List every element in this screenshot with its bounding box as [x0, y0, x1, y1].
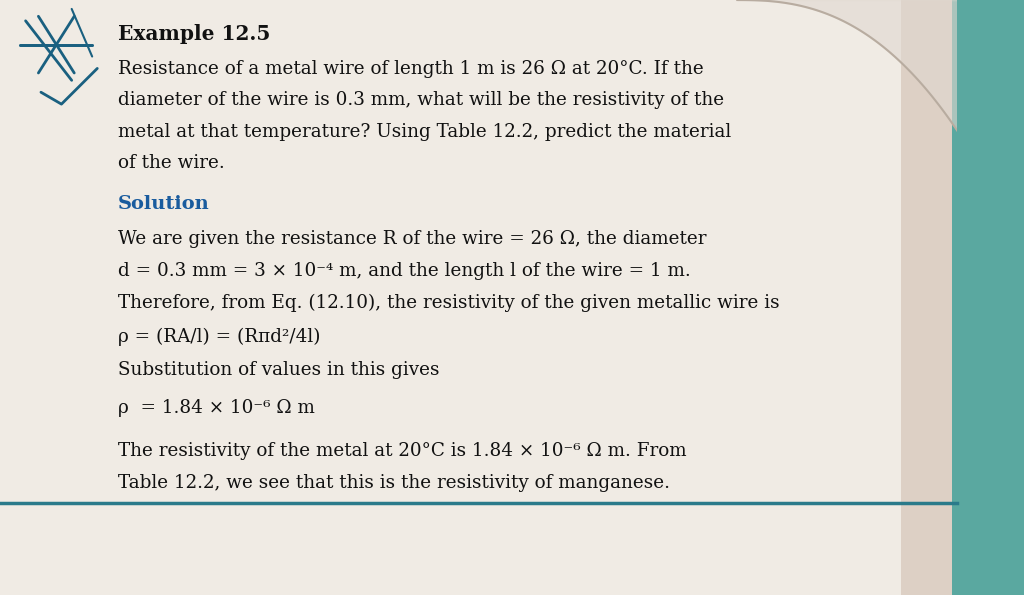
- Bar: [901, 0, 952, 595]
- Text: Substitution of values in this gives: Substitution of values in this gives: [118, 361, 439, 379]
- Text: diameter of the wire is 0.3 mm, what will be the resistivity of the: diameter of the wire is 0.3 mm, what wil…: [118, 91, 724, 109]
- Text: Resistance of a metal wire of length 1 m is 26 Ω at 20°C. If the: Resistance of a metal wire of length 1 m…: [118, 60, 703, 77]
- Bar: [957, 0, 1024, 595]
- Text: of the wire.: of the wire.: [118, 154, 224, 172]
- Text: Therefore, from Eq. (12.10), the resistivity of the given metallic wire is: Therefore, from Eq. (12.10), the resisti…: [118, 293, 779, 312]
- Text: The resistivity of the metal at 20°C is 1.84 × 10⁻⁶ Ω m. From: The resistivity of the metal at 20°C is …: [118, 442, 686, 460]
- Text: ρ  = 1.84 × 10⁻⁶ Ω m: ρ = 1.84 × 10⁻⁶ Ω m: [118, 399, 314, 416]
- Text: ρ = (RA/l) = (Rπd²/4l): ρ = (RA/l) = (Rπd²/4l): [118, 327, 321, 346]
- Text: metal at that temperature? Using Table 12.2, predict the material: metal at that temperature? Using Table 1…: [118, 123, 731, 140]
- Text: We are given the resistance R of the wire = 26 Ω, the diameter: We are given the resistance R of the wir…: [118, 230, 707, 248]
- FancyBboxPatch shape: [0, 0, 952, 595]
- Text: Solution: Solution: [118, 195, 210, 213]
- Text: Example 12.5: Example 12.5: [118, 24, 270, 44]
- Text: d = 0.3 mm = 3 × 10⁻⁴ m, and the length l of the wire = 1 m.: d = 0.3 mm = 3 × 10⁻⁴ m, and the length …: [118, 262, 690, 280]
- Text: Table 12.2, we see that this is the resistivity of manganese.: Table 12.2, we see that this is the resi…: [118, 474, 670, 491]
